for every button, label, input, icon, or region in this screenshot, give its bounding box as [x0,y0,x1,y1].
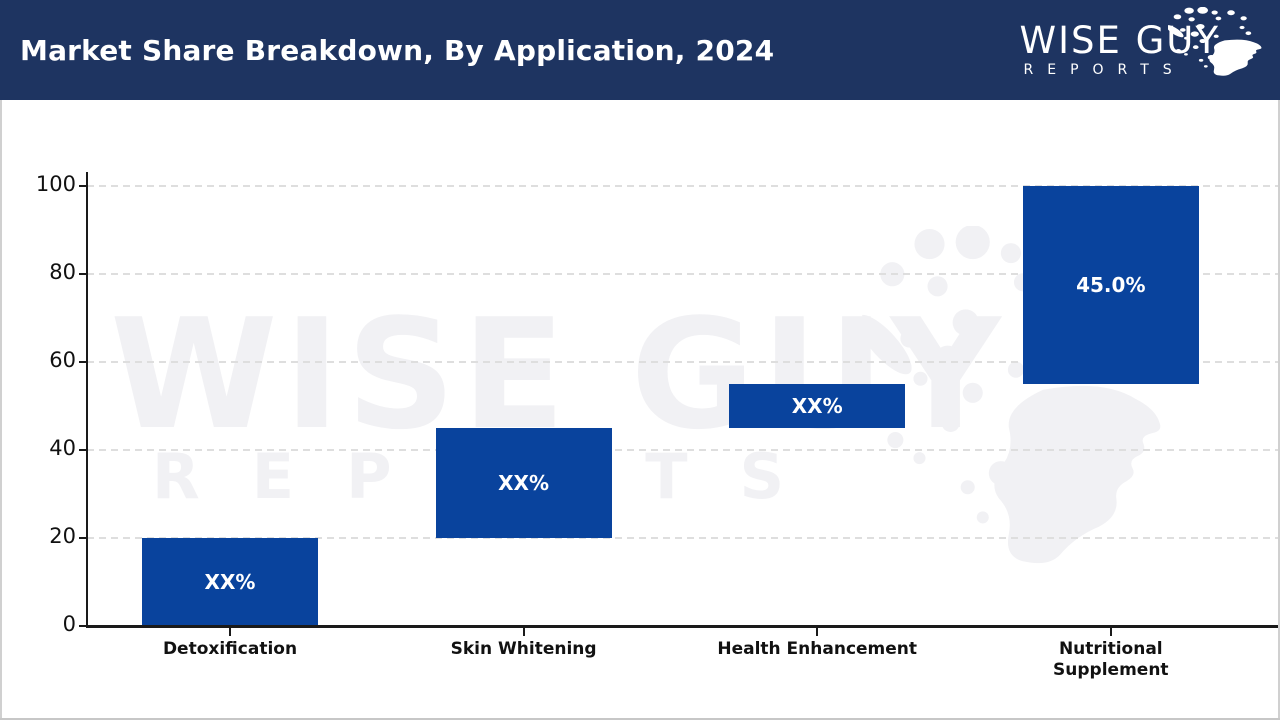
y-axis-tick [79,625,87,627]
y-axis-tick [79,185,87,187]
x-axis-line [86,625,1278,628]
x-axis-category-label: Nutritional Supplement [1053,639,1169,681]
y-axis-tick-label: 20 [49,524,76,548]
y-axis-tick [79,361,87,363]
image-border-left [0,100,2,720]
image-border-bottom [0,718,1280,720]
header: Market Share Breakdown, By Application, … [0,0,1280,100]
gridline [87,361,1278,363]
x-axis-tick [1109,628,1112,636]
y-axis-tick [79,449,87,451]
gridline [87,537,1278,539]
y-axis-tick [79,537,87,539]
logo-line2: REPORTS [1023,62,1186,79]
x-axis-tick [522,628,525,636]
x-axis-tick [816,628,819,636]
y-axis-tick-label: 100 [35,172,76,196]
bar-nutritional-supplement: 45.0% [1022,186,1199,384]
y-axis-tick [79,273,87,275]
bar-value-label: XX% [791,394,843,418]
y-axis-tick-label: 80 [49,260,76,284]
logo-line1: WISE GUY [1019,18,1220,62]
image-border-right [1278,100,1280,720]
page-title: Market Share Breakdown, By Application, … [20,33,775,67]
logo-wordmark: WISE GUY REPORTS [1019,18,1220,79]
x-axis-tick [229,628,231,636]
y-axis-tick-label: 40 [49,436,76,460]
y-axis-line [86,172,88,627]
y-axis-tick-label: 0 [62,612,76,636]
x-axis-category-label: Health Enhancement [717,639,918,659]
bar-value-label: 45.0% [1076,273,1146,297]
bar-value-label: XX% [498,471,550,495]
brand-logo: WISE GUY REPORTS [1020,6,1272,94]
gridline [87,449,1278,451]
bar-health-enhancement: XX% [729,384,906,428]
bar-detoxification: XX% [142,538,318,626]
bar-value-label: XX% [204,570,256,594]
gridline [87,185,1278,187]
gridline [87,273,1278,275]
y-axis-tick-label: 60 [49,348,76,372]
x-axis-category-label: Detoxification [162,639,298,659]
bar-skin-whitening: XX% [435,428,612,538]
x-axis-category-label: Skin Whitening [450,639,597,659]
